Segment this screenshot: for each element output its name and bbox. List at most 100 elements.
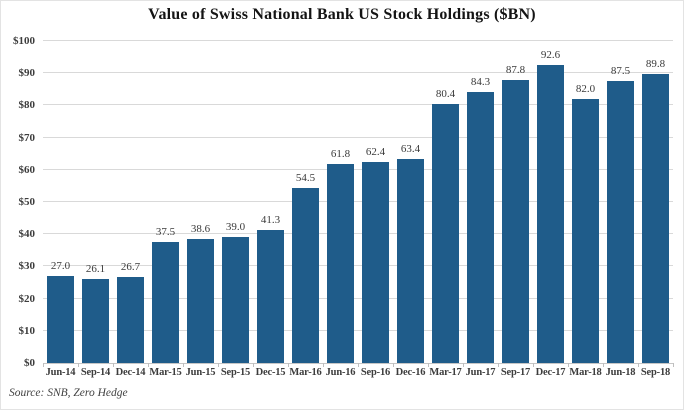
x-axis-tick-mark [463, 363, 464, 367]
x-axis-tick-label: Dec-15 [255, 367, 286, 378]
y-axis-labels: $0 $10 $20 $30 $40 $50 $60 $70 $80 $90 $100 [1, 35, 41, 369]
bar-slot: 84.3 [463, 41, 498, 363]
bar-jun-16 [326, 164, 355, 363]
bar-value-label: 54.5 [295, 171, 316, 184]
source-caption: Source: SNB, Zero Hedge [9, 387, 128, 399]
x-axis-tick-label: Dec-16 [395, 367, 426, 378]
bar-value-label: 26.1 [85, 262, 106, 275]
x-axis-tick-mark [43, 363, 44, 367]
x-axis-tick-label: Mar-16 [289, 367, 322, 378]
bar-sep-18 [641, 73, 670, 363]
bar-jun-17 [466, 91, 495, 363]
x-axis-tick-mark [673, 363, 674, 367]
gridline [43, 233, 673, 235]
bar-jun-14 [46, 276, 75, 363]
x-axis-tick-mark [602, 363, 604, 367]
bar-slot: 41.3 [253, 41, 288, 363]
gridline [43, 104, 673, 106]
bar-mar-15 [151, 242, 180, 363]
y-axis-tick-label: $90 [18, 67, 36, 80]
y-axis-tick-label: $20 [18, 292, 36, 305]
bar-value-label: 84.3 [470, 75, 491, 88]
bar-mar-18 [571, 98, 600, 363]
x-axis-tick-mark [218, 363, 219, 367]
x-axis-tick-mark [533, 363, 534, 367]
bar-value-label: 62.4 [365, 146, 386, 159]
bar-sep-17 [501, 80, 530, 363]
bar-value-label: 82.0 [575, 82, 596, 95]
bar-dec-15 [256, 230, 285, 363]
bar-series: 27.0 26.1 26.7 37.5 38.6 39.0 41.3 54.5 61.8 62.4… [43, 41, 673, 363]
x-axis-tick-mark [112, 363, 114, 367]
bar-jun-15 [186, 238, 215, 363]
y-axis-tick-label: $50 [18, 196, 36, 208]
plot-area: 27.0 26.1 26.7 37.5 38.6 39.0 41.3 54.5 61.8 62.4… [43, 40, 673, 364]
gridline [43, 168, 673, 170]
bar-value-label: 41.3 [260, 214, 281, 227]
y-axis-tick-label: $60 [18, 163, 36, 176]
bar-slot: 62.4 [358, 41, 393, 363]
x-axis-tick-label: Jun-14 [45, 367, 76, 378]
x-axis-tick-label: Jun-16 [325, 367, 356, 378]
bar-mar-16 [291, 187, 320, 363]
x-axis-tick-label: Sep-15 [220, 367, 251, 378]
chart-title: Value of Swiss National Bank US Stock Ho… [148, 6, 536, 23]
bar-sep-16 [361, 162, 390, 363]
bar-value-label: 37.5 [155, 226, 176, 239]
x-axis-labels: Jun-14 Sep-14 Dec-14 Mar-15 Jun-15 Sep-15 Dec-… [43, 367, 673, 378]
bar-value-label: 61.8 [330, 148, 351, 161]
x-axis-tick-mark [393, 363, 394, 367]
bar-slot: 80.4 [428, 41, 463, 363]
bar-slot: 89.8 [638, 41, 673, 363]
bar-sep-15 [221, 237, 250, 363]
x-axis-tick-mark [288, 363, 289, 367]
bar-sep-14 [81, 278, 110, 363]
x-axis-tick-mark [182, 363, 184, 367]
x-axis-tick-mark [148, 363, 149, 367]
x-axis-tick-label: Dec-14 [115, 367, 146, 378]
x-axis-tick-label: Sep-16 [360, 367, 391, 378]
bar-value-label: 80.4 [435, 88, 456, 101]
gridline [43, 40, 673, 41]
bar-slot: 61.8 [323, 41, 358, 363]
gridline [43, 297, 673, 299]
bar-slot: 26.7 [113, 41, 148, 363]
bar-slot: 38.6 [183, 41, 218, 363]
bar-slot: 26.1 [78, 41, 113, 363]
x-axis-tick-mark [568, 363, 569, 367]
bar-slot: 87.8 [498, 41, 533, 363]
gridline [43, 72, 673, 74]
x-axis-tick-mark [358, 363, 359, 367]
x-axis-tick-mark [638, 363, 639, 367]
bar-value-label: 87.8 [505, 64, 526, 77]
bar-dec-16 [396, 158, 425, 363]
x-axis-tick-mark [498, 363, 499, 367]
x-axis-tick-label: Mar-15 [149, 367, 182, 378]
y-axis-tick-label: $100 [13, 35, 35, 47]
x-axis-tick-label: Jun-17 [465, 367, 496, 378]
y-axis-tick-label: $30 [18, 260, 36, 273]
bar-slot: 82.0 [568, 41, 603, 363]
bar-jun-18 [606, 81, 635, 363]
bar-dec-14 [116, 277, 145, 363]
x-axis-tick-mark [253, 363, 254, 367]
bar-dec-17 [536, 64, 565, 363]
bar-value-label: 38.6 [190, 222, 211, 235]
y-axis-tick-label: $80 [18, 99, 36, 112]
x-axis-tick-label: Mar-17 [429, 367, 462, 378]
gridline [43, 329, 673, 331]
gridline [43, 201, 673, 202]
y-axis-tick-label: $0 [24, 357, 35, 369]
y-axis-tick-label: $70 [18, 131, 36, 144]
bar-slot: 87.5 [603, 41, 638, 363]
bar-slot: 54.5 [288, 41, 323, 363]
x-axis-tick-label: Jun-15 [185, 367, 216, 378]
x-axis-tick-mark [322, 363, 324, 367]
x-axis-tick-label: Mar-18 [569, 367, 602, 378]
bar-slot: 92.6 [533, 41, 568, 363]
x-axis-tick-label: Sep-14 [80, 367, 111, 378]
bar-value-label: 27.0 [50, 260, 71, 273]
gridline [43, 265, 673, 267]
y-axis-tick-label: $10 [18, 324, 36, 337]
